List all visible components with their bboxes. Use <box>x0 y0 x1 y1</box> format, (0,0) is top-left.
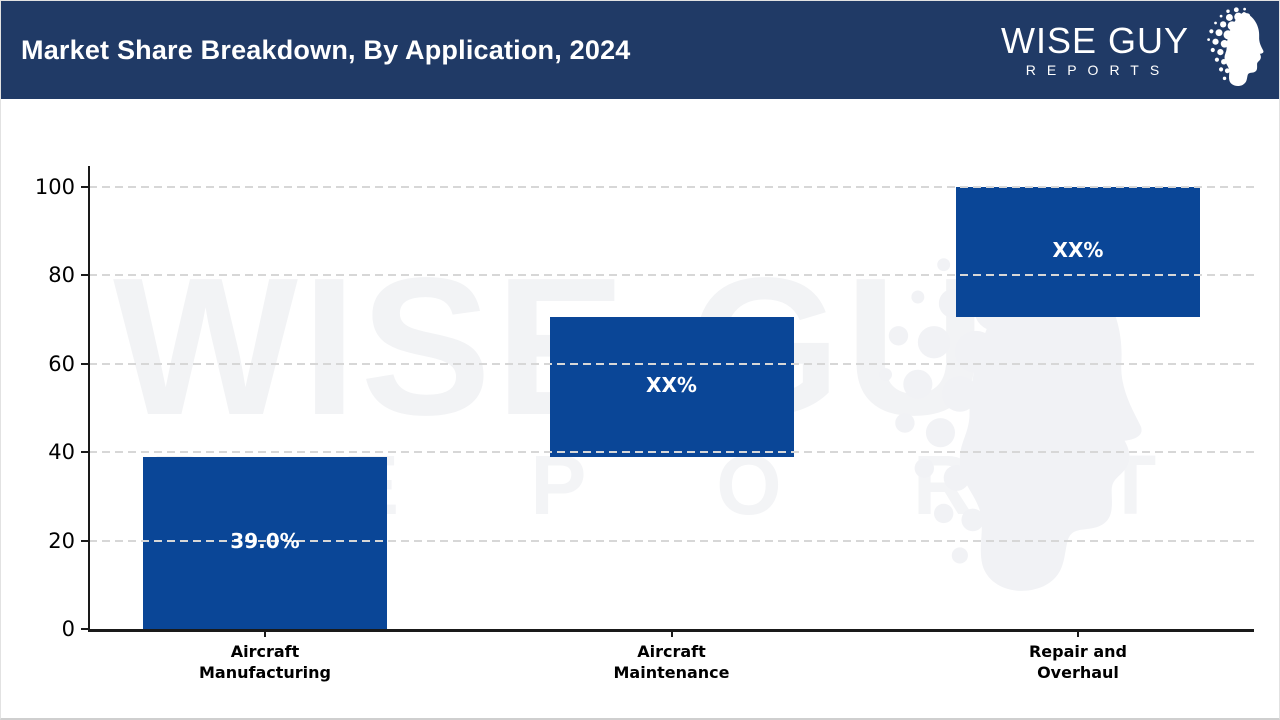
x-axis-tick <box>670 631 673 637</box>
gridline <box>89 186 1254 188</box>
y-tick-label: 0 <box>61 617 75 641</box>
gridline <box>89 539 1254 542</box>
y-tick-label: 40 <box>48 440 75 465</box>
logo-subtitle: REPORTS <box>1025 62 1171 78</box>
gridline <box>89 362 1254 365</box>
page-title: Market Share Breakdown, By Application, … <box>21 34 631 65</box>
bar-segment <box>143 456 387 629</box>
logo-head-icon <box>1207 7 1264 86</box>
logo-wordmark: WISE GUY <box>1000 20 1189 61</box>
y-axis-tick <box>81 274 89 277</box>
x-tick-label: Aircraft Manufacturing <box>199 642 331 682</box>
x-axis-tick <box>1077 631 1079 637</box>
x-axis-tick <box>264 631 266 637</box>
y-axis-tick <box>81 539 89 542</box>
y-axis-tick <box>81 186 89 188</box>
y-axis-tick <box>81 628 89 630</box>
bar-value-label: 39.0% <box>230 528 300 553</box>
y-tick-label: 60 <box>48 351 75 376</box>
x-tick-label: Aircraft Maintenance <box>613 642 730 682</box>
x-tick-label: Repair and Overhaul <box>1028 642 1127 682</box>
bar-segment <box>549 317 794 457</box>
y-tick-label: 100 <box>34 175 75 199</box>
y-tick-label: 20 <box>48 528 75 553</box>
y-tick-label: 80 <box>48 263 75 288</box>
wiseguy-logo: WISE GUY REPORTS <box>1000 5 1279 95</box>
logo-text: WISE GUY REPORTS <box>1000 20 1189 78</box>
y-axis <box>88 166 90 632</box>
gridline <box>89 274 1254 277</box>
header: Market Share Breakdown, By Application, … <box>1 1 1279 99</box>
y-axis-tick <box>81 451 89 454</box>
bar-value-label: XX% <box>646 373 697 397</box>
gridline <box>89 451 1254 454</box>
x-axis <box>88 629 1254 632</box>
y-axis-tick <box>81 362 89 365</box>
bar-value-label: XX% <box>1052 238 1104 263</box>
